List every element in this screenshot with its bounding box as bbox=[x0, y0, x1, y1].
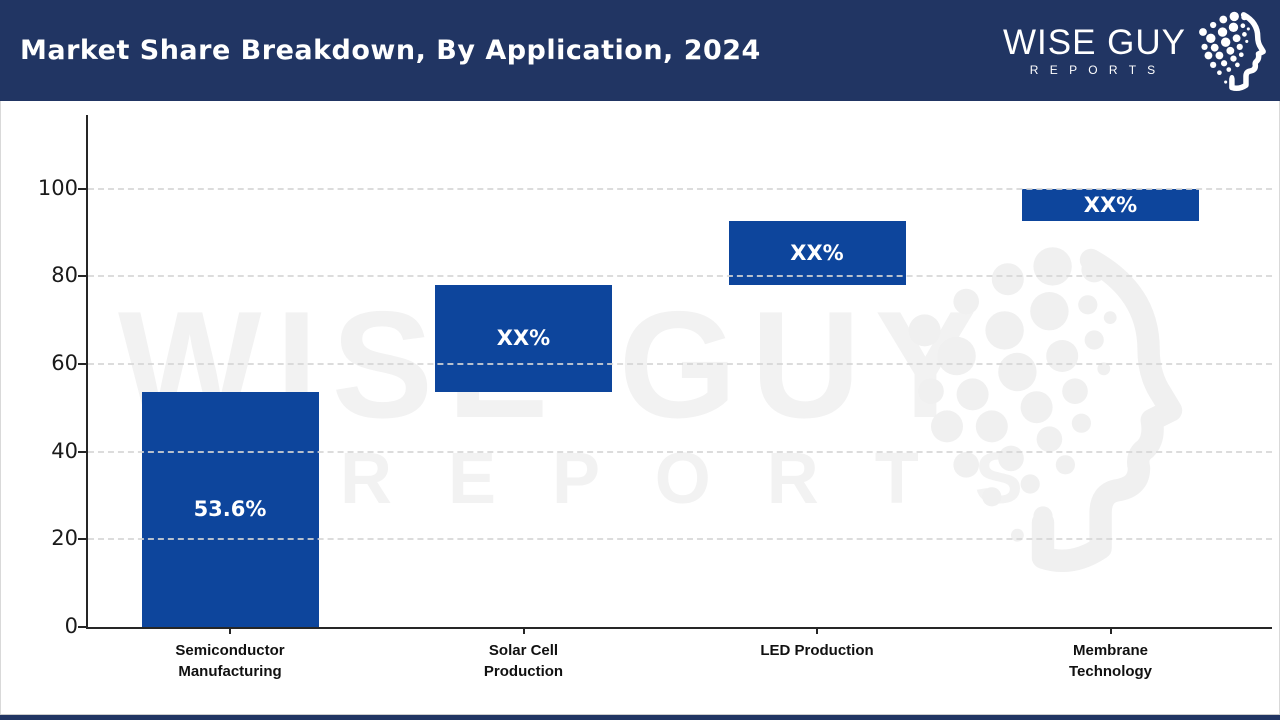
logo-text: WISE GUY R E P O R T S bbox=[1002, 22, 1186, 77]
y-tick-label: 40 bbox=[51, 438, 78, 463]
bar-led-production: XX% bbox=[728, 220, 906, 285]
y-tick-label: 0 bbox=[64, 614, 78, 638]
watermark-head-icon bbox=[908, 247, 1183, 572]
category-label: Membrane Technology bbox=[1068, 642, 1153, 680]
footer-divider bbox=[0, 714, 1280, 715]
y-tick-mark bbox=[78, 538, 86, 541]
category-label: Solar Cell Production bbox=[483, 642, 564, 680]
gridline-y20 bbox=[88, 538, 1272, 541]
y-tick-mark bbox=[78, 275, 86, 278]
bar-value-label: 53.6% bbox=[193, 497, 267, 522]
y-tick-label: 100 bbox=[37, 175, 78, 200]
x-tick-mark bbox=[522, 629, 525, 634]
bar-value-label: XX% bbox=[1083, 192, 1138, 217]
gridline-y40 bbox=[88, 450, 1272, 453]
y-tick-label: 60 bbox=[51, 350, 78, 375]
x-tick-mark bbox=[816, 629, 818, 634]
y-tick-mark bbox=[78, 626, 86, 628]
category-label: LED Production bbox=[760, 642, 874, 659]
x-axis-line bbox=[86, 627, 1272, 629]
wise-guy-head-icon bbox=[1199, 11, 1266, 92]
bar-solar-cell-production: XX% bbox=[435, 284, 612, 392]
y-tick-label: 20 bbox=[51, 526, 78, 551]
y-tick-mark bbox=[78, 187, 86, 190]
chart-title: Market Share Breakdown, By Application, … bbox=[20, 35, 761, 66]
x-tick-mark bbox=[229, 629, 231, 634]
logo-subtitle: R E P O R T S bbox=[1029, 62, 1160, 77]
logo-name: WISE GUY bbox=[1002, 22, 1186, 62]
y-tick-mark bbox=[78, 362, 86, 365]
category-label: Semiconductor Manufacturing bbox=[175, 642, 285, 680]
bar-value-label: XX% bbox=[790, 240, 844, 265]
bar-value-label: XX% bbox=[496, 326, 551, 351]
y-tick-mark bbox=[78, 450, 86, 453]
x-tick-mark bbox=[1109, 629, 1112, 634]
bar-semiconductor-manufacturing: 53.6% bbox=[141, 391, 319, 627]
header-bar: Market Share Breakdown, By Application, … bbox=[0, 0, 1280, 101]
gridline-y100 bbox=[88, 187, 1272, 190]
bar-membrane-technology: XX% bbox=[1022, 188, 1199, 221]
wise-guy-logo: WISE GUY R E P O R T S bbox=[1003, 7, 1268, 93]
y-tick-label: 80 bbox=[51, 263, 78, 288]
footer-bar bbox=[0, 715, 1280, 720]
gridline-y60 bbox=[88, 362, 1272, 365]
gridline-y80 bbox=[88, 275, 1272, 278]
y-axis-line bbox=[86, 115, 88, 629]
left-border bbox=[0, 101, 1, 720]
